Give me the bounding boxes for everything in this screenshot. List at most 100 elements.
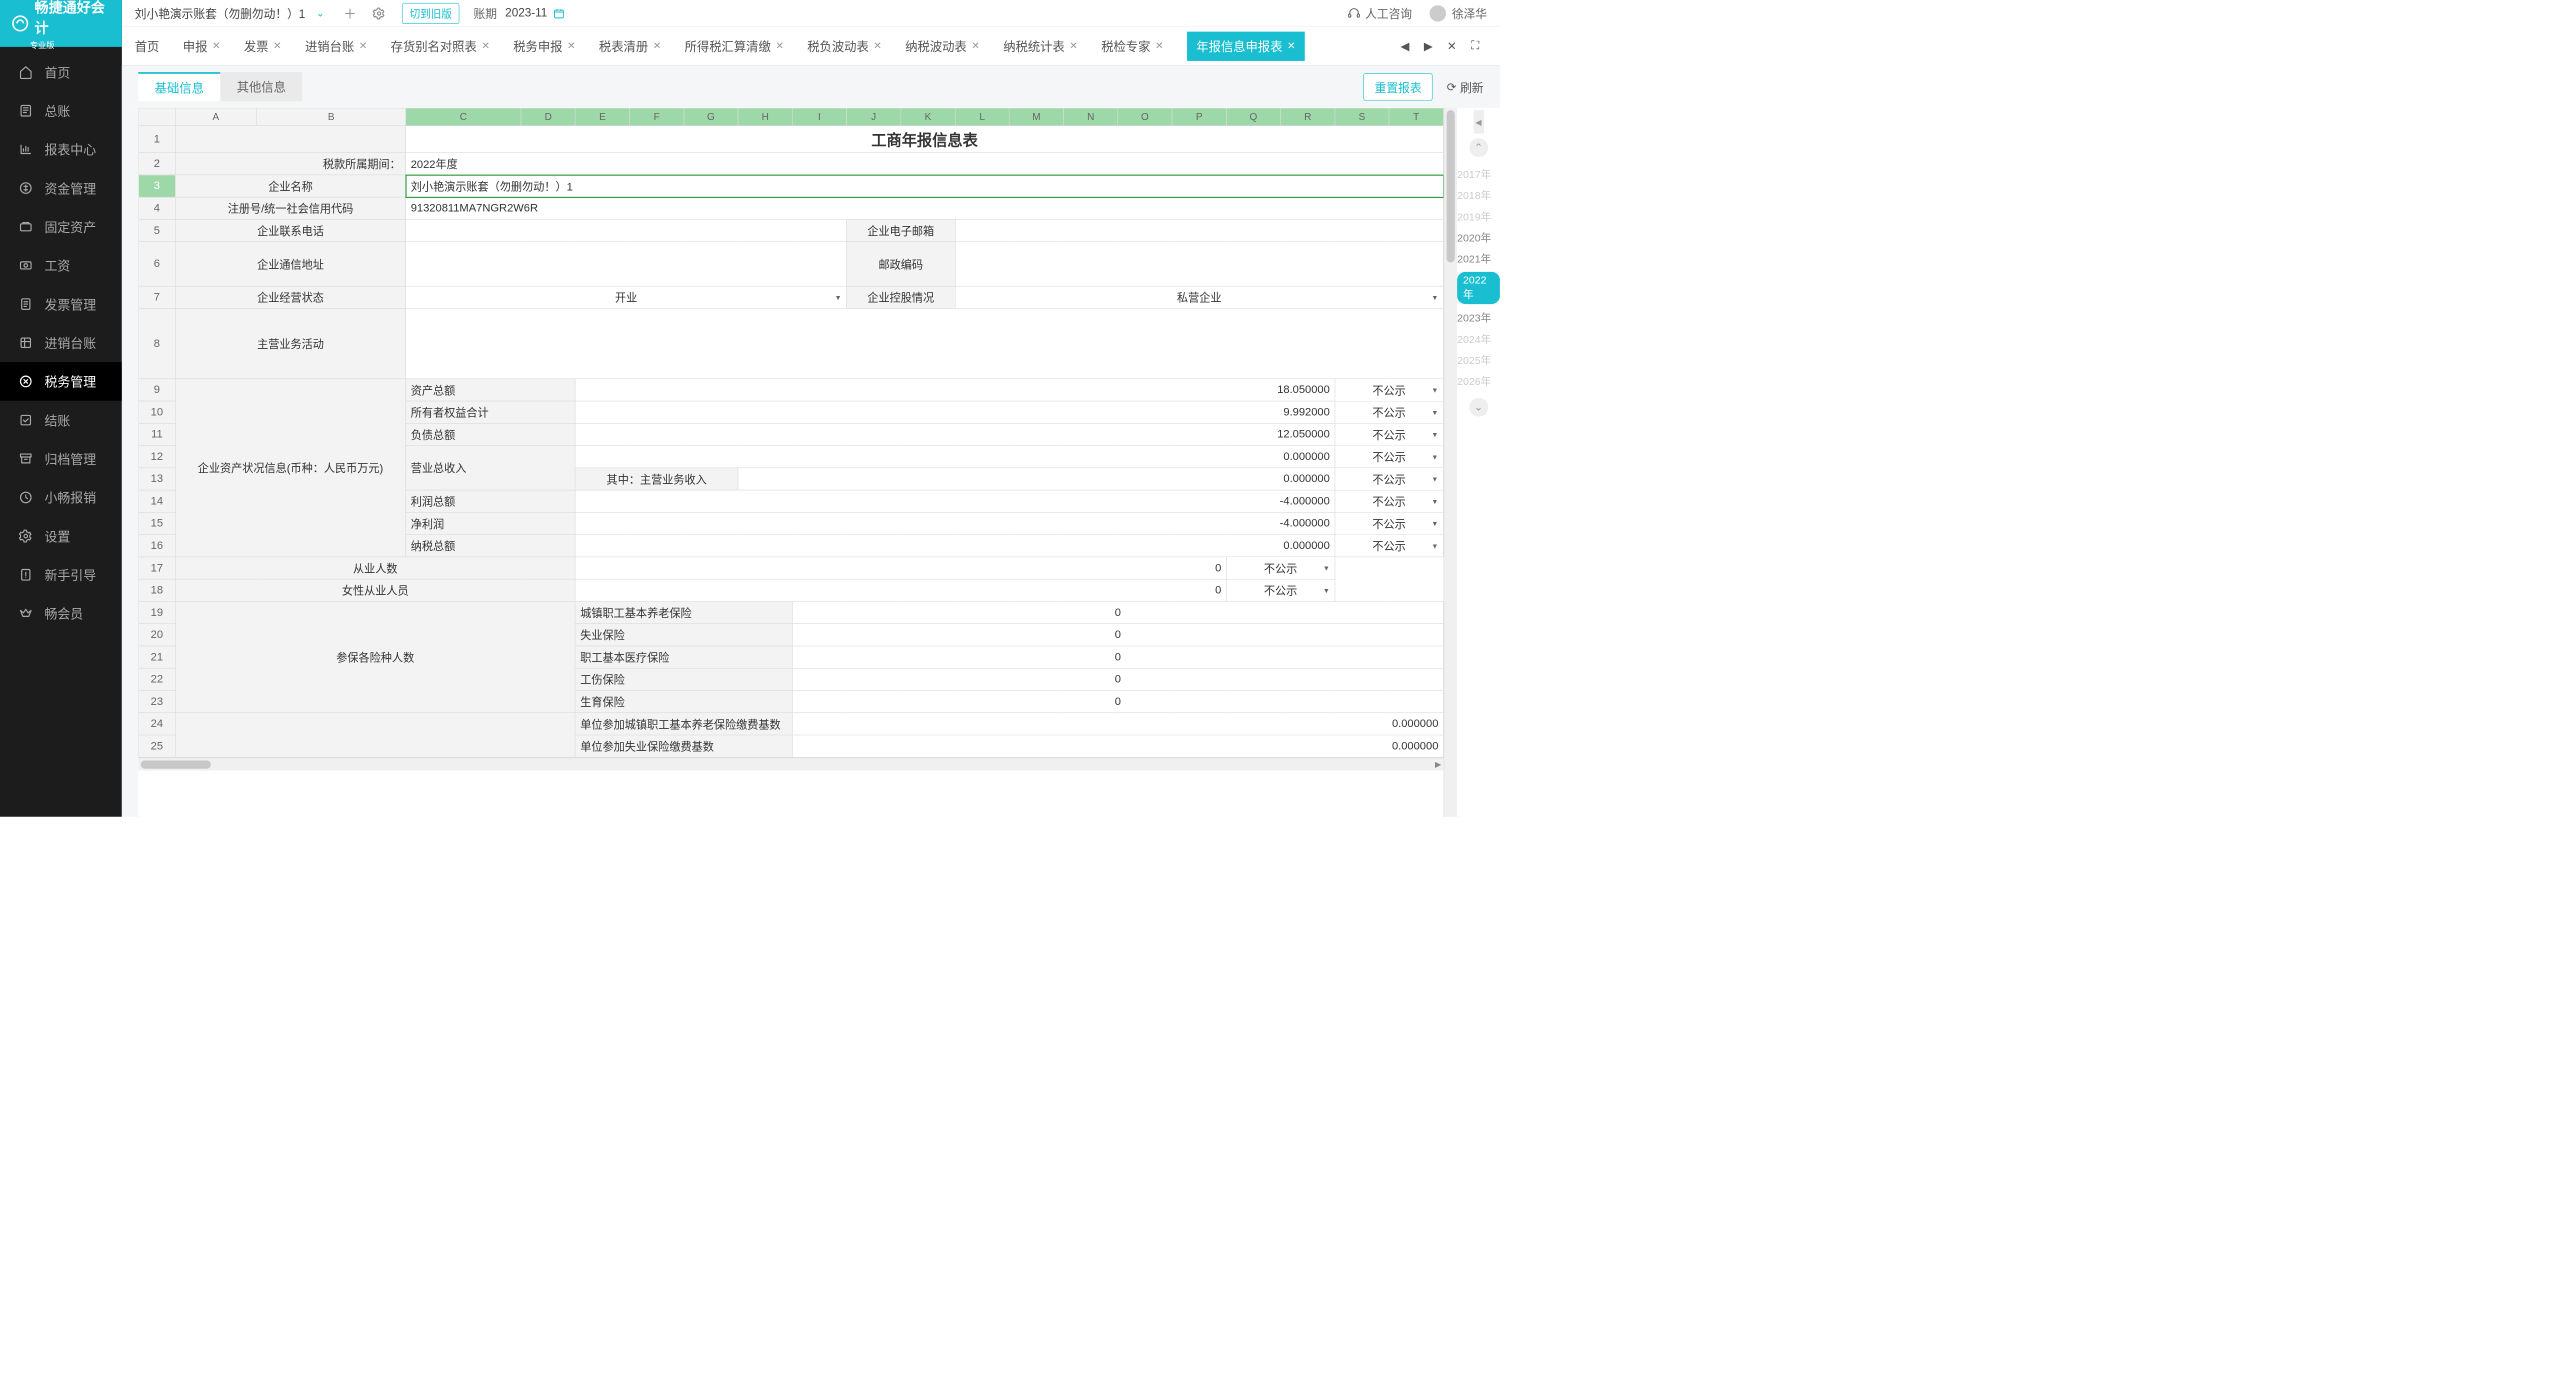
nav-asset[interactable]: 固定资产 [0, 207, 122, 246]
tab-年报信息申报表[interactable]: 年报信息申报表✕ [1187, 31, 1305, 60]
tab-申报[interactable]: 申报✕ [183, 37, 221, 55]
year-2022年[interactable]: 2022年 [1457, 272, 1500, 304]
tab-纳税波动表[interactable]: 纳税波动表✕ [905, 37, 980, 55]
tabs-next-button[interactable]: ▶ [1417, 39, 1440, 54]
year-2018年[interactable]: 2018年 [1457, 187, 1500, 202]
year-2021年[interactable]: 2021年 [1457, 251, 1500, 266]
col-header[interactable]: G [684, 108, 738, 126]
close-icon[interactable]: ✕ [567, 40, 575, 52]
col-header[interactable]: K [901, 108, 955, 126]
period-value[interactable]: 2023-11 [505, 6, 547, 19]
close-icon[interactable]: ✕ [481, 40, 489, 52]
topbar: 刘小艳演示账套（勿删勿动！）1 ⌄ ＋ 切到旧版 账期 2023-11 人工咨询… [122, 0, 1500, 27]
tab-税务申报[interactable]: 税务申报✕ [513, 37, 575, 55]
col-header[interactable]: L [955, 108, 1009, 126]
year-2023年[interactable]: 2023年 [1457, 310, 1500, 325]
nav-report[interactable]: 报表中心 [0, 130, 122, 169]
col-header[interactable]: F [630, 108, 684, 126]
refresh-label: 刷新 [1460, 78, 1483, 95]
close-icon[interactable]: ✕ [775, 40, 783, 52]
tab-label: 纳税统计表 [1003, 37, 1065, 55]
year-2025年[interactable]: 2025年 [1457, 352, 1500, 367]
nav-archive[interactable]: 归档管理 [0, 439, 122, 478]
tabs-prev-button[interactable]: ◀ [1393, 39, 1416, 54]
horizontal-scrollbar[interactable]: ▶ [138, 758, 1443, 771]
account-settings-button[interactable] [373, 7, 386, 20]
scroll-up-icon[interactable]: ⌃ [1469, 138, 1488, 157]
calendar-icon[interactable] [553, 7, 565, 19]
tab-税负波动表[interactable]: 税负波动表✕ [807, 37, 882, 55]
year-2017年[interactable]: 2017年 [1457, 166, 1500, 181]
tab-税表清册[interactable]: 税表清册✕ [599, 37, 661, 55]
vertical-scrollbar[interactable] [1444, 108, 1457, 817]
nav-label: 结账 [45, 411, 71, 430]
col-header[interactable]: Q [1226, 108, 1280, 126]
col-header[interactable]: S [1335, 108, 1389, 126]
nav-home[interactable]: 首页 [0, 53, 122, 92]
refresh-button[interactable]: ⟳ 刷新 [1447, 78, 1484, 95]
tab-所得税汇算清缴[interactable]: 所得税汇算清缴✕ [685, 37, 784, 55]
year-2026年[interactable]: 2026年 [1457, 373, 1500, 388]
year-2020年[interactable]: 2020年 [1457, 230, 1500, 245]
close-icon[interactable]: ✕ [1155, 40, 1163, 52]
close-icon[interactable]: ✕ [359, 40, 367, 52]
col-header[interactable]: T [1389, 108, 1443, 126]
col-header[interactable]: D [521, 108, 575, 126]
tab-税检专家[interactable]: 税检专家✕ [1101, 37, 1163, 55]
col-header[interactable]: O [1118, 108, 1172, 126]
tab-首页[interactable]: 首页 [135, 37, 160, 55]
year-2019年[interactable]: 2019年 [1457, 209, 1500, 224]
col-header[interactable]: C [406, 108, 521, 126]
nav-reimburse[interactable]: 小畅报销 [0, 478, 122, 517]
nav-invoice[interactable]: 发票管理 [0, 285, 122, 324]
tab-存货别名对照表[interactable]: 存货别名对照表✕ [391, 37, 490, 55]
col-header[interactable]: A [175, 108, 256, 126]
nav-ledger[interactable]: 总账 [0, 91, 122, 130]
col-header[interactable]: B [257, 108, 406, 126]
nav-close[interactable]: 结账 [0, 401, 122, 440]
col-header[interactable]: I [792, 108, 846, 126]
customer-service-button[interactable]: 人工咨询 [1348, 5, 1412, 22]
nav-vip[interactable]: 畅会员 [0, 594, 122, 633]
scroll-down-icon[interactable]: ⌄ [1469, 398, 1488, 417]
add-account-button[interactable]: ＋ [343, 4, 356, 23]
subtab-基础信息[interactable]: 基础信息 [138, 72, 220, 101]
tab-纳税统计表[interactable]: 纳税统计表 ✕ [1003, 37, 1078, 55]
nav-guide[interactable]: 新手引导 [0, 555, 122, 594]
tab-进销台账[interactable]: 进销台账✕ [305, 37, 367, 55]
col-header[interactable]: P [1172, 108, 1226, 126]
subtab-其他信息[interactable]: 其他信息 [220, 72, 302, 101]
close-icon[interactable]: ✕ [1069, 40, 1077, 52]
old-version-button[interactable]: 切到旧版 [402, 3, 459, 24]
nav-label: 畅会员 [45, 604, 84, 623]
tab-发票[interactable]: 发票✕ [244, 37, 282, 55]
nav-fund[interactable]: 资金管理 [0, 169, 122, 208]
collapse-rail-button[interactable]: ◀ [1473, 110, 1484, 133]
col-header[interactable]: N [1064, 108, 1118, 126]
tabs-close-button[interactable]: ✕ [1440, 39, 1463, 54]
user-menu[interactable]: 徐泽华 [1430, 5, 1487, 22]
close-icon[interactable]: ✕ [653, 40, 661, 52]
reset-report-button[interactable]: 重置报表 [1364, 73, 1433, 101]
user-name: 徐泽华 [1452, 5, 1487, 22]
close-icon[interactable]: ✕ [1287, 40, 1295, 52]
spreadsheet[interactable]: ABCDEFGHIJKLMNOPQRST 1工商年报信息表2税款所属期间：202… [138, 108, 1443, 817]
account-selector[interactable]: 刘小艳演示账套（勿删勿动！）1 ⌄ [135, 5, 336, 22]
col-header[interactable]: H [738, 108, 792, 126]
close-icon[interactable]: ✕ [273, 40, 281, 52]
close-icon[interactable]: ✕ [212, 40, 220, 52]
col-header[interactable]: J [847, 108, 901, 126]
nav-pos[interactable]: 进销台账 [0, 323, 122, 362]
archive-icon [18, 451, 34, 467]
nav-salary[interactable]: 工资 [0, 246, 122, 285]
close-icon[interactable]: ✕ [971, 40, 979, 52]
tabs-expand-button[interactable]: ⛶ [1464, 39, 1487, 52]
col-header[interactable]: M [1009, 108, 1063, 126]
col-header[interactable]: E [575, 108, 629, 126]
nav-settings[interactable]: 设置 [0, 517, 122, 556]
col-header[interactable] [139, 108, 176, 126]
close-icon[interactable]: ✕ [873, 40, 881, 52]
col-header[interactable]: R [1281, 108, 1335, 126]
nav-tax[interactable]: 税务管理 [0, 362, 122, 401]
year-2024年[interactable]: 2024年 [1457, 331, 1500, 346]
